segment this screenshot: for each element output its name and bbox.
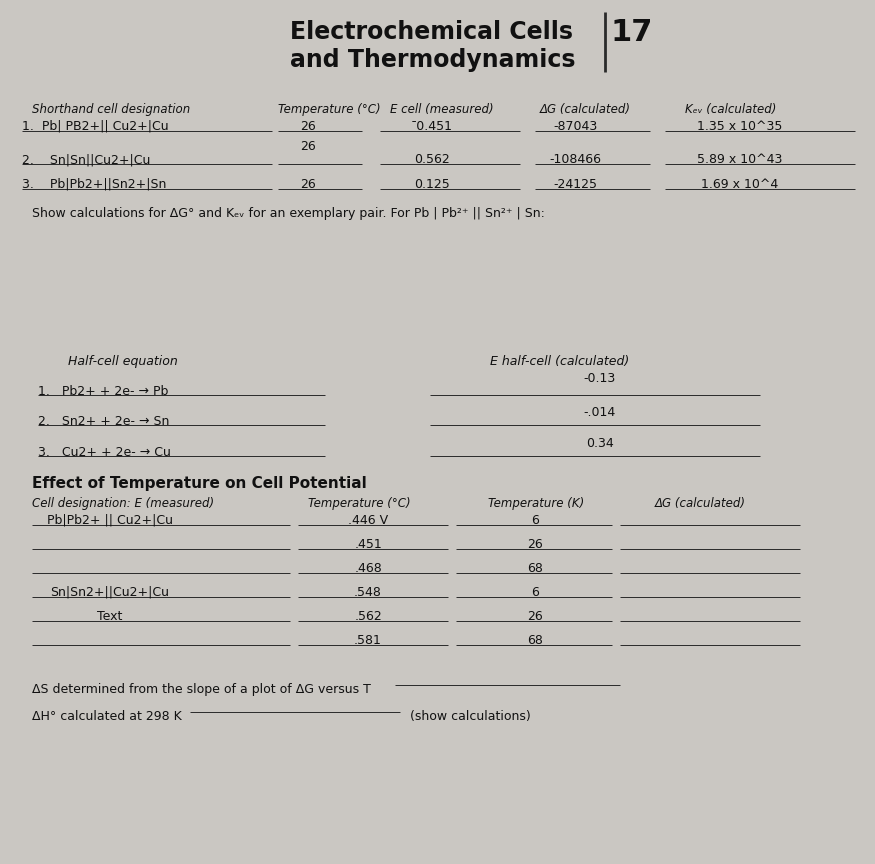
- Text: .468: .468: [354, 562, 382, 575]
- Text: Text: Text: [97, 610, 123, 623]
- Text: -108466: -108466: [549, 153, 601, 166]
- Text: ΔG (calculated): ΔG (calculated): [540, 103, 631, 116]
- Text: 17: 17: [610, 18, 653, 47]
- Text: Sn|Sn2+||Cu2+|Cu: Sn|Sn2+||Cu2+|Cu: [51, 586, 170, 599]
- Text: 3.    Pb|Pb2+||Sn2+|Sn: 3. Pb|Pb2+||Sn2+|Sn: [22, 178, 166, 191]
- Text: (show calculations): (show calculations): [410, 710, 531, 723]
- Text: 68: 68: [527, 634, 542, 647]
- Text: .562: .562: [354, 610, 382, 623]
- Text: 6: 6: [531, 586, 539, 599]
- Text: 26: 26: [527, 538, 542, 551]
- Text: 26: 26: [527, 610, 542, 623]
- Text: 1.69 x 10^4: 1.69 x 10^4: [702, 178, 779, 191]
- Text: Pb|Pb2+ || Cu2+|Cu: Pb|Pb2+ || Cu2+|Cu: [47, 514, 173, 527]
- Text: -87043: -87043: [553, 120, 597, 133]
- Text: -.014: -.014: [584, 406, 616, 419]
- Text: 6: 6: [531, 514, 539, 527]
- Text: Effect of Temperature on Cell Potential: Effect of Temperature on Cell Potential: [32, 476, 367, 491]
- Text: .581: .581: [354, 634, 382, 647]
- Text: Electrochemical Cells: Electrochemical Cells: [290, 20, 573, 44]
- Text: 26: 26: [300, 178, 316, 191]
- Text: E half-cell (calculated): E half-cell (calculated): [490, 355, 629, 368]
- Text: .446 V: .446 V: [348, 514, 388, 527]
- Text: .548: .548: [354, 586, 382, 599]
- Text: 0.34: 0.34: [586, 437, 614, 450]
- Text: .451: .451: [354, 538, 382, 551]
- Text: 68: 68: [527, 562, 542, 575]
- Text: ΔG (calculated): ΔG (calculated): [655, 497, 746, 510]
- Text: 1.  Pb| PB2+|| Cu2+|Cu: 1. Pb| PB2+|| Cu2+|Cu: [22, 120, 169, 133]
- Text: Half-cell equation: Half-cell equation: [68, 355, 178, 368]
- Text: Shorthand cell designation: Shorthand cell designation: [32, 103, 190, 116]
- Text: 0.125: 0.125: [414, 178, 450, 191]
- Text: E cell (measured): E cell (measured): [390, 103, 493, 116]
- Text: 2.    Sn|Sn||Cu2+|Cu: 2. Sn|Sn||Cu2+|Cu: [22, 153, 150, 166]
- Text: Temperature (°C): Temperature (°C): [308, 497, 410, 510]
- Text: 0.562: 0.562: [414, 153, 450, 166]
- Text: Temperature (K): Temperature (K): [488, 497, 584, 510]
- Text: 2.   Sn2+ + 2e- → Sn: 2. Sn2+ + 2e- → Sn: [38, 415, 170, 428]
- Text: 26: 26: [300, 120, 316, 133]
- Text: -0.13: -0.13: [584, 372, 616, 385]
- Text: Show calculations for ΔG° and Kₑᵥ for an exemplary pair. For Pb | Pb²⁺ || Sn²⁺ |: Show calculations for ΔG° and Kₑᵥ for an…: [32, 207, 545, 220]
- Text: and Thermodynamics: and Thermodynamics: [290, 48, 576, 72]
- Text: 5.89 x 10^43: 5.89 x 10^43: [697, 153, 783, 166]
- Text: Cell designation: E (measured): Cell designation: E (measured): [32, 497, 214, 510]
- Text: ¯0.451: ¯0.451: [411, 120, 453, 133]
- Text: Kₑᵥ (calculated): Kₑᵥ (calculated): [685, 103, 776, 116]
- Text: 26: 26: [300, 140, 316, 153]
- Text: ΔS determined from the slope of a plot of ΔG versus T: ΔS determined from the slope of a plot o…: [32, 683, 371, 696]
- Text: -24125: -24125: [553, 178, 597, 191]
- Text: 1.   Pb2+ + 2e- → Pb: 1. Pb2+ + 2e- → Pb: [38, 385, 168, 398]
- Text: 3.   Cu2+ + 2e- → Cu: 3. Cu2+ + 2e- → Cu: [38, 446, 171, 459]
- Text: ΔH° calculated at 298 K: ΔH° calculated at 298 K: [32, 710, 182, 723]
- Text: Temperature (°C): Temperature (°C): [278, 103, 381, 116]
- Text: 1.35 x 10^35: 1.35 x 10^35: [697, 120, 783, 133]
